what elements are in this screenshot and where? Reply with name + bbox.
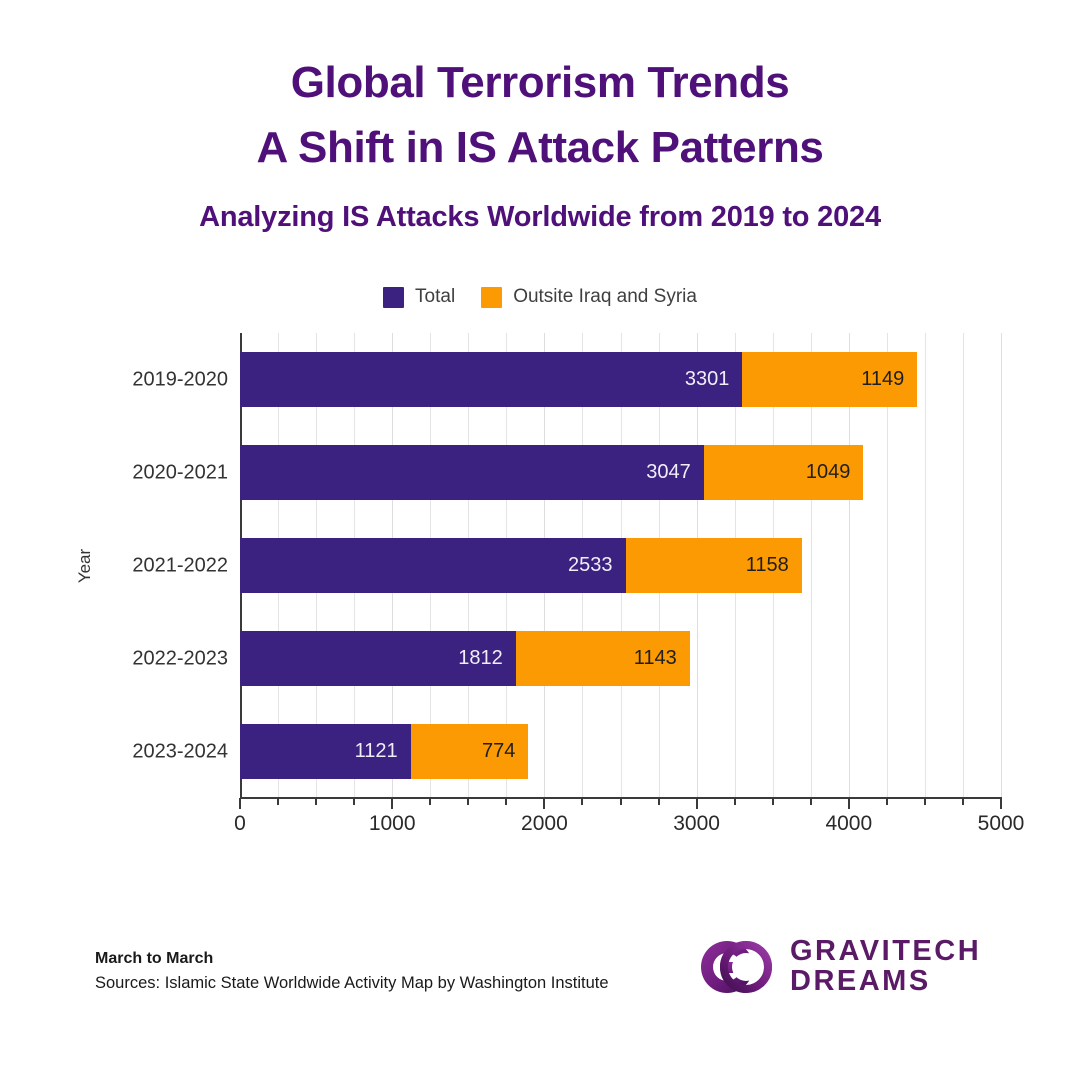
x-axis-tick-label: 1000 bbox=[368, 812, 416, 835]
logo-text-line-1: GRAVITECH bbox=[790, 935, 982, 968]
y-axis-tick-label: 2021-2022 bbox=[132, 554, 228, 576]
bar-segment-outside[interactable]: 774 bbox=[410, 724, 529, 779]
gridline bbox=[848, 333, 850, 798]
x-axis-tick-label: 5000 bbox=[977, 812, 1025, 835]
x-tick-minor bbox=[809, 798, 812, 805]
x-tick-minor bbox=[353, 798, 356, 805]
y-axis-tick-label: 2022-2023 bbox=[132, 647, 228, 669]
x-tick-minor bbox=[923, 798, 926, 805]
x-tick-minor bbox=[467, 798, 470, 805]
gridline bbox=[1001, 333, 1002, 798]
x-tick-major bbox=[391, 798, 394, 809]
bar-value-label: 3301 bbox=[684, 368, 730, 390]
legend-swatch-outside bbox=[481, 286, 503, 308]
bar-segment-outside[interactable]: 1158 bbox=[625, 538, 802, 593]
x-axis-tick-label: 3000 bbox=[673, 812, 720, 835]
footer: March to March Sources: Islamic State Wo… bbox=[95, 950, 609, 993]
bar-value-label: 2533 bbox=[568, 554, 613, 576]
bar-segment-total[interactable]: 1121 bbox=[240, 724, 411, 779]
gridline bbox=[810, 333, 812, 798]
y-axis-tick-label: 2019-2020 bbox=[132, 368, 228, 390]
x-tick-major bbox=[695, 798, 698, 809]
bar-value-label: 1121 bbox=[354, 740, 398, 762]
legend-item-total[interactable]: Total bbox=[383, 286, 455, 308]
gridline bbox=[962, 333, 964, 798]
gridline bbox=[924, 333, 926, 798]
legend-label-outside: Outsite Iraq and Syria bbox=[513, 286, 697, 307]
x-tick-minor bbox=[429, 798, 432, 805]
bar-segment-total[interactable]: 2533 bbox=[240, 538, 626, 593]
logo-text-line-2: DREAMS bbox=[790, 965, 931, 997]
brand-logo[interactable]: GRAVITECH DREAMS bbox=[700, 936, 981, 998]
bar-value-label: 774 bbox=[482, 740, 516, 762]
legend-label-total: Total bbox=[415, 286, 456, 307]
bar-value-label: 1812 bbox=[458, 647, 503, 669]
bar-segment-outside[interactable]: 1049 bbox=[703, 445, 864, 500]
x-tick-minor bbox=[315, 798, 318, 805]
x-tick-major bbox=[543, 798, 546, 809]
bar-segment-outside[interactable]: 1149 bbox=[742, 352, 918, 407]
y-axis-tick-label: 2023-2024 bbox=[132, 740, 228, 762]
x-tick-minor bbox=[619, 798, 622, 805]
x-tick-minor bbox=[505, 798, 508, 805]
x-tick-minor bbox=[961, 798, 964, 805]
bar-value-label: 1158 bbox=[745, 554, 789, 576]
bar-value-label: 1143 bbox=[633, 647, 677, 669]
bar-segment-outside[interactable]: 1143 bbox=[515, 631, 690, 686]
x-tick-major bbox=[1000, 798, 1002, 809]
chart-legend: Total Outsite Iraq and Syria bbox=[0, 286, 1080, 308]
bar-segment-total[interactable]: 3047 bbox=[240, 445, 704, 500]
bar-row[interactable]: 1121 774 bbox=[240, 724, 1001, 779]
page-title-line-2: A Shift in IS Attack Patterns bbox=[256, 123, 824, 173]
bar-value-label: 1049 bbox=[805, 461, 851, 483]
bar-row[interactable]: 2533 1158 bbox=[240, 538, 1001, 593]
bar-value-label: 1149 bbox=[861, 368, 905, 390]
page-subtitle: Analyzing IS Attacks Worldwide from 2019… bbox=[199, 201, 881, 234]
y-axis-tick-label: 2020-2021 bbox=[132, 461, 228, 483]
bar-segment-total[interactable]: 3301 bbox=[240, 352, 743, 407]
bar-row[interactable]: 1812 1143 bbox=[240, 631, 1001, 686]
y-axis-title: Year bbox=[75, 548, 95, 583]
legend-swatch-total bbox=[383, 286, 405, 308]
x-tick-minor bbox=[885, 798, 888, 805]
gridline bbox=[886, 333, 888, 798]
x-axis-tick-label: 2000 bbox=[521, 812, 568, 835]
x-tick-major bbox=[847, 798, 850, 809]
bar-row[interactable]: 3301 1149 bbox=[240, 352, 1001, 407]
bar-value-label: 3047 bbox=[646, 461, 691, 483]
header: Global Terrorism Trends A Shift in IS At… bbox=[0, 0, 1080, 234]
x-tick-minor bbox=[733, 798, 736, 805]
footer-sources: Sources: Islamic State Worldwide Activit… bbox=[95, 974, 609, 992]
bar-row[interactable]: 3047 1049 bbox=[240, 445, 1001, 500]
footer-note: March to March bbox=[95, 950, 214, 967]
legend-item-outside-iraq-and-syria[interactable]: Outsite Iraq and Syria bbox=[481, 286, 697, 308]
x-tick-minor bbox=[277, 798, 280, 805]
x-tick-minor bbox=[771, 798, 774, 805]
logo-wordmark: GRAVITECH DREAMS bbox=[790, 937, 981, 996]
x-tick-minor bbox=[657, 798, 660, 805]
x-tick-major bbox=[239, 798, 241, 809]
x-axis-tick-label: 4000 bbox=[825, 812, 873, 835]
x-axis-tick-label: 0 bbox=[234, 812, 246, 835]
x-tick-minor bbox=[581, 798, 584, 805]
interlocking-rings-icon bbox=[700, 936, 776, 998]
bar-segment-total[interactable]: 1812 bbox=[240, 631, 516, 686]
page-title-line-1: Global Terrorism Trends bbox=[290, 58, 790, 107]
